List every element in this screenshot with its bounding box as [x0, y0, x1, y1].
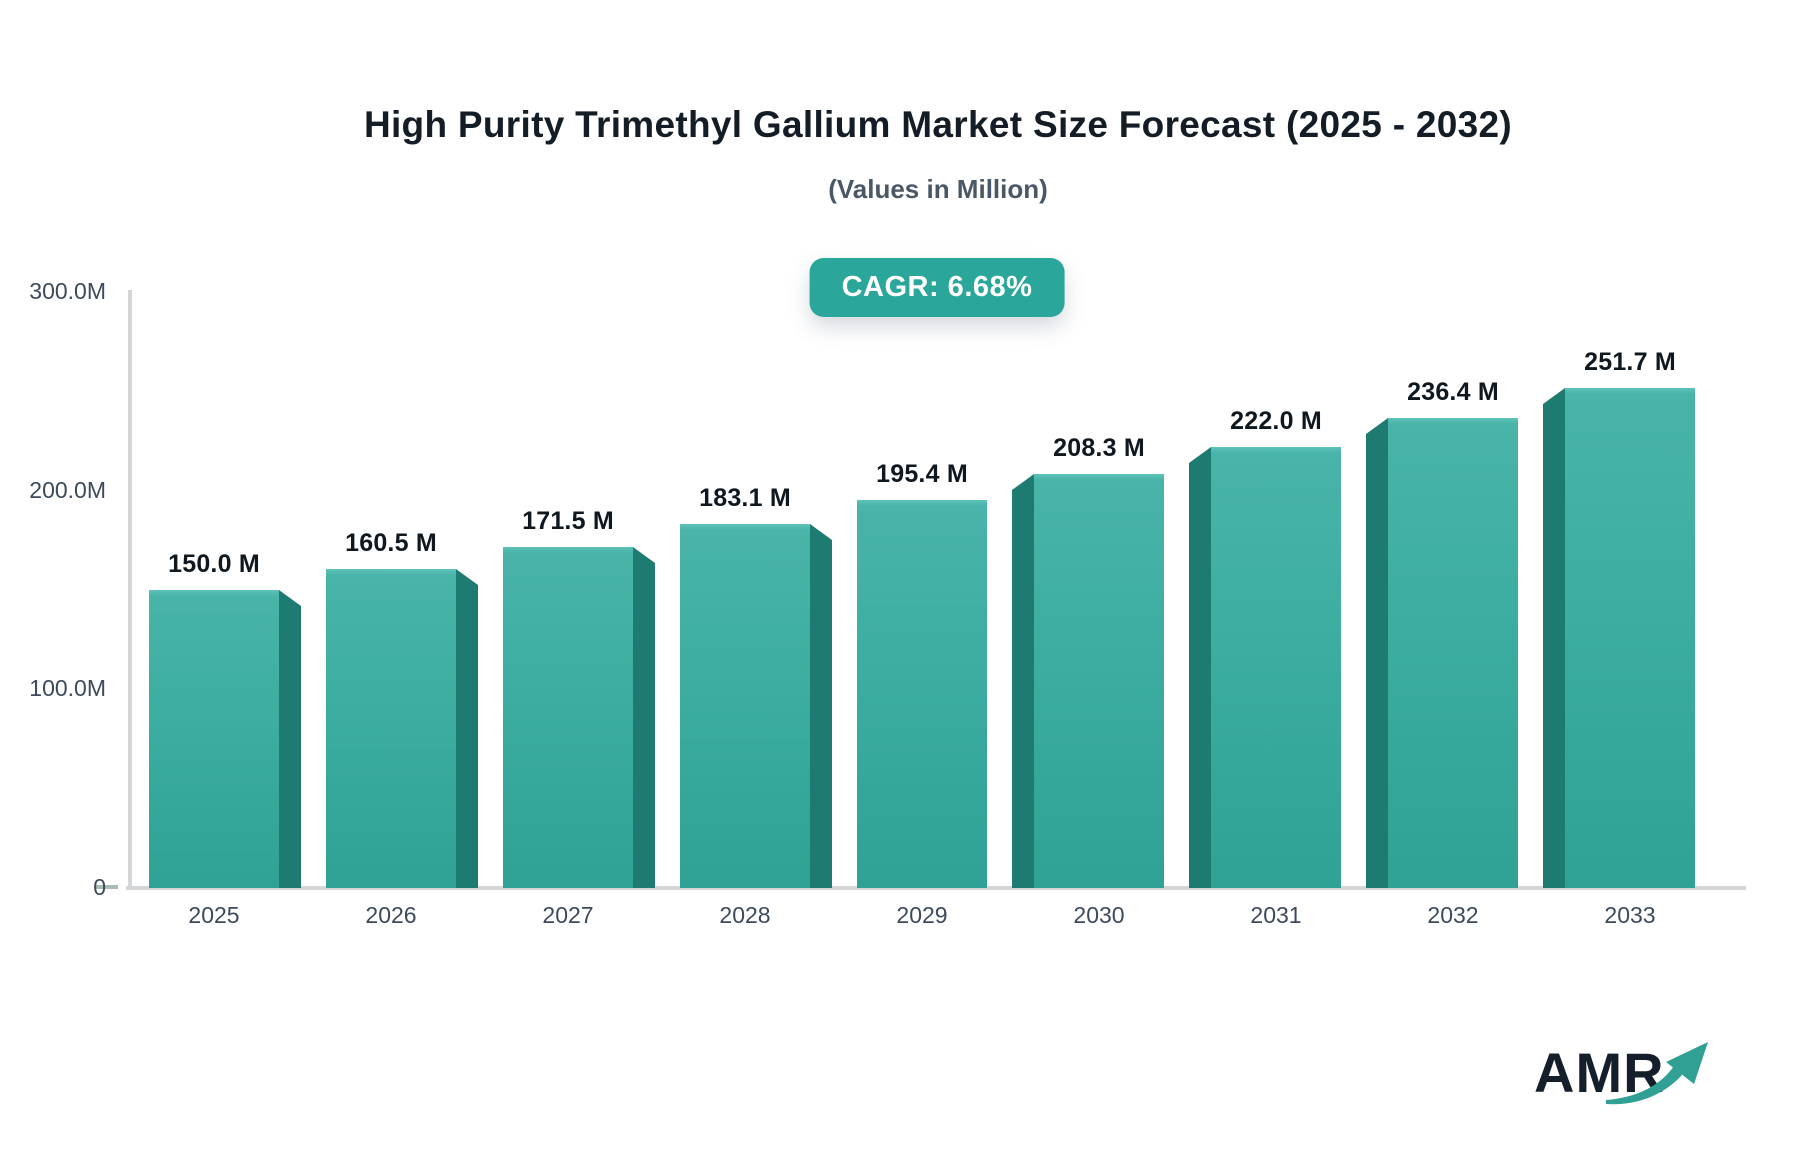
growth-arrow-icon	[1606, 1042, 1708, 1105]
bar-2031	[1189, 447, 1341, 888]
bar-side-face	[456, 569, 478, 888]
amr-logo: AMR	[1530, 1032, 1730, 1127]
y-axis-label-0: 0	[93, 874, 106, 900]
bar-value-label-2028: 183.1 M	[699, 484, 791, 512]
x-axis-label-2032: 2032	[1427, 902, 1479, 928]
cagr-badge: CAGR: 6.68%	[809, 258, 1065, 317]
x-axis-label-2028: 2028	[719, 902, 771, 928]
bar-2030	[1012, 474, 1164, 888]
bar-value-label-2030: 208.3 M	[1053, 434, 1145, 462]
y-axis-label-100: 100.0M	[29, 675, 106, 702]
x-axis-label-2026: 2026	[365, 902, 417, 928]
bar-front-face	[680, 524, 810, 888]
bar-2028	[680, 524, 832, 888]
bar-side-face	[1543, 388, 1565, 888]
cagr-badge-label: CAGR: 6.68%	[841, 271, 1033, 303]
bar-side-face	[1012, 474, 1034, 888]
chart-subtitle: (Values in Million)	[828, 174, 1048, 204]
y-axis-label-300: 300.0M	[29, 277, 106, 304]
y-axis-line	[128, 290, 132, 888]
bar-side-face	[1189, 447, 1211, 888]
bar-front-face	[1565, 388, 1695, 888]
bar-side-face	[1366, 418, 1388, 888]
bar-front-face	[503, 547, 633, 888]
x-axis-label-2029: 2029	[896, 902, 948, 928]
bar-front-face	[326, 569, 456, 888]
x-axis-label-2030: 2030	[1073, 902, 1125, 928]
chart-title: High Purity Trimethyl Gallium Market Siz…	[363, 104, 1513, 145]
bar-value-label-2032: 236.4 M	[1407, 378, 1499, 406]
y-axis-label-200: 200.0M	[29, 476, 106, 503]
x-axis-line	[126, 886, 1746, 890]
bar-side-face	[279, 590, 301, 888]
bar-value-label-2027: 171.5 M	[522, 507, 614, 535]
bar-2025	[149, 590, 301, 888]
bar-front-face	[1388, 418, 1518, 888]
bar-value-label-2025: 150.0 M	[168, 550, 260, 578]
zero-tick-mark	[96, 885, 118, 889]
bar-value-label-2033: 251.7 M	[1584, 348, 1676, 376]
bar-2027	[503, 547, 655, 888]
bar-side-face	[633, 547, 655, 888]
bar-2026	[326, 569, 478, 888]
bar-front-face	[1034, 474, 1164, 888]
x-axis-label-2027: 2027	[542, 902, 594, 928]
x-axis-label-2025: 2025	[188, 902, 240, 928]
bar-value-label-2029: 195.4 M	[876, 460, 968, 488]
bar-side-face	[810, 524, 832, 888]
bar-value-label-2031: 222.0 M	[1230, 407, 1322, 435]
bar-front-face	[149, 590, 279, 888]
bar-front-face	[857, 500, 987, 888]
bar-2032	[1366, 418, 1518, 888]
bar-front-face	[1211, 447, 1341, 888]
x-axis-label-2033: 2033	[1604, 902, 1656, 928]
x-axis-label-2031: 2031	[1250, 902, 1302, 928]
bar-2029	[857, 500, 987, 888]
bar-2033	[1543, 388, 1695, 888]
bar-value-label-2026: 160.5 M	[345, 529, 437, 557]
